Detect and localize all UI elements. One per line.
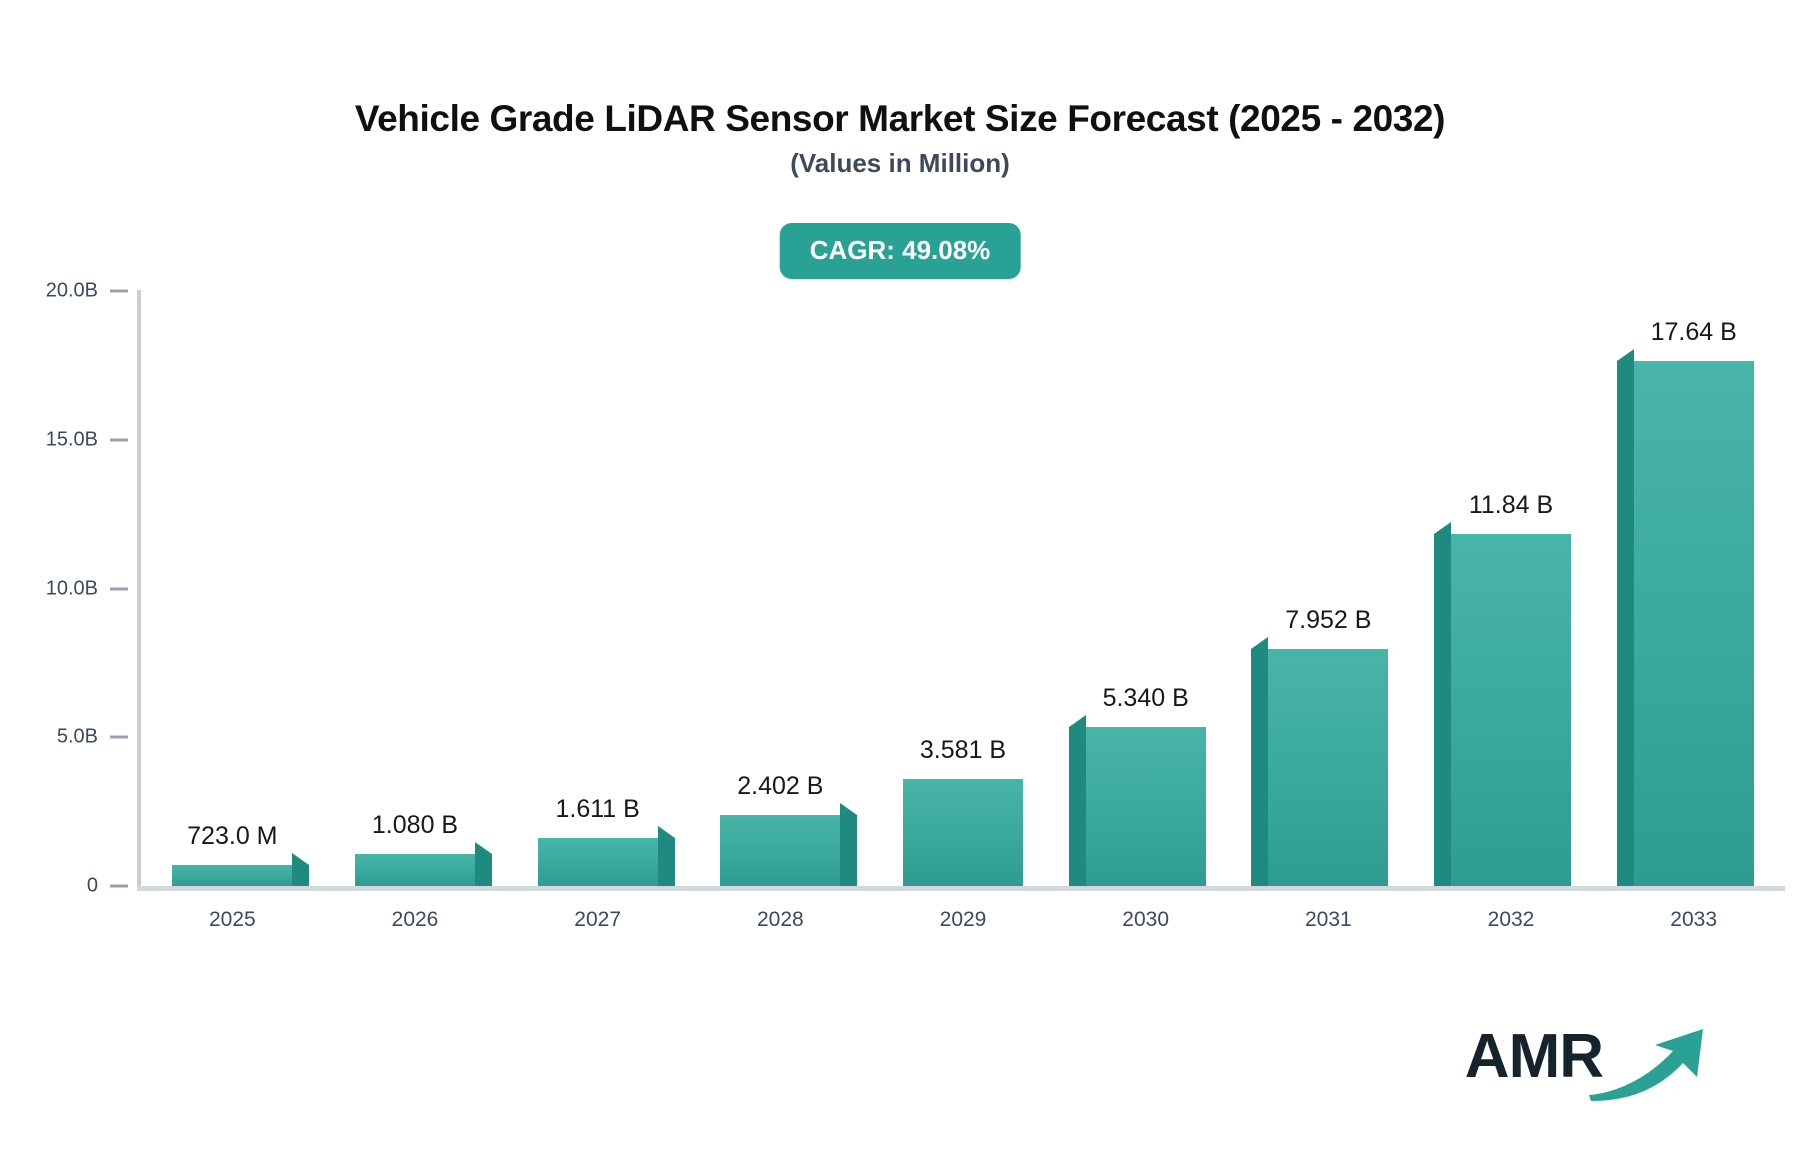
bar-side-face bbox=[1068, 727, 1086, 886]
bar-2026[interactable]: 1.080 B bbox=[355, 811, 492, 886]
x-axis-tick-label: 2031 bbox=[1304, 908, 1352, 931]
bar-2028[interactable]: 2.402 B bbox=[720, 772, 858, 886]
y-axis-tick-label: 20.0B bbox=[45, 279, 98, 302]
cagr-badge: CAGR: 49.08% bbox=[779, 223, 1021, 279]
bar-side-face bbox=[475, 853, 492, 886]
y-axis-tick-mark bbox=[110, 884, 128, 888]
bar-2032[interactable]: 11.84 B bbox=[1434, 491, 1571, 886]
bar-2025[interactable]: 723.0 M bbox=[172, 822, 310, 886]
bar-front-face bbox=[355, 853, 475, 886]
x-axis-tick-label: 2027 bbox=[574, 908, 622, 931]
bar-front-face bbox=[537, 838, 658, 886]
x-axis-tick-label: 2026 bbox=[391, 908, 439, 931]
bar-value-label: 2.402 B bbox=[737, 771, 824, 800]
x-axis-tick-label: 2030 bbox=[1122, 908, 1170, 931]
growth-arrow-icon bbox=[1589, 1029, 1703, 1101]
bar-2031[interactable]: 7.952 B bbox=[1251, 606, 1389, 886]
y-axis-tick-label: 10.0B bbox=[45, 577, 98, 599]
bar-value-label: 1.611 B bbox=[555, 795, 640, 824]
bar-2033[interactable]: 17.64 B bbox=[1616, 318, 1754, 886]
bar-front-face bbox=[1633, 361, 1754, 886]
page-title: Vehicle Grade LiDAR Sensor Market Size F… bbox=[354, 98, 1446, 139]
bar-value-label: 17.64 B bbox=[1650, 318, 1737, 347]
x-axis-line bbox=[137, 886, 1785, 891]
y-axis-tick-mark bbox=[110, 735, 128, 739]
plot-area: 0 5.0B 10.0B 15.0B 20.0B 2025 2026 2027 2028 202… bbox=[0, 0, 1800, 1000]
bar-front-face bbox=[1268, 649, 1389, 886]
x-axis-tick-label: 2032 bbox=[1487, 908, 1535, 931]
bar-front-face bbox=[172, 864, 293, 886]
bar-front-face bbox=[720, 814, 841, 886]
bar-side-face bbox=[292, 864, 310, 886]
bar-side-face bbox=[840, 814, 858, 886]
bar-side-face bbox=[657, 838, 675, 886]
bar-value-label: 11.84 B bbox=[1468, 490, 1554, 519]
bar-value-label: 3.581 B bbox=[919, 736, 1007, 765]
bar-value-label: 1.080 B bbox=[371, 810, 459, 839]
bar-side-face bbox=[1434, 533, 1451, 886]
bar-side-face bbox=[1616, 361, 1634, 886]
y-axis-tick-mark bbox=[110, 438, 128, 442]
bar-2030[interactable]: 5.340 B bbox=[1068, 684, 1206, 886]
x-axis-tick-label: 2033 bbox=[1670, 908, 1718, 931]
y-axis-tick-label: 5.0B bbox=[56, 725, 98, 748]
y-axis-tick-mark bbox=[110, 289, 128, 293]
logo-text: AMR bbox=[1464, 1022, 1604, 1091]
x-axis-tick-label: 2029 bbox=[939, 908, 987, 931]
amr-logo: AMR bbox=[1465, 1013, 1715, 1101]
bar-value-label: 723.0 M bbox=[187, 821, 278, 850]
y-axis-tick-label: 15.0B bbox=[45, 428, 98, 451]
bar-value-label: 5.340 B bbox=[1102, 684, 1189, 713]
bar-value-label: 7.952 B bbox=[1285, 606, 1372, 635]
x-axis-tick-label: 2025 bbox=[208, 908, 256, 931]
x-axis-tick-label: 2028 bbox=[756, 908, 804, 931]
chart-subtitle: (Values in Million) bbox=[790, 148, 1010, 178]
y-axis-tick-label: 0 bbox=[86, 874, 98, 897]
y-axis-tick-mark bbox=[110, 587, 128, 590]
bar-front-face bbox=[1085, 727, 1206, 886]
bar-2027[interactable]: 1.611 B bbox=[537, 795, 675, 886]
bar-front-face bbox=[903, 779, 1023, 886]
y-axis-line bbox=[137, 290, 141, 890]
bar-2029[interactable]: 3.581 B bbox=[903, 736, 1023, 886]
bar-front-face bbox=[1451, 533, 1571, 886]
bar-side-face bbox=[1251, 649, 1269, 886]
